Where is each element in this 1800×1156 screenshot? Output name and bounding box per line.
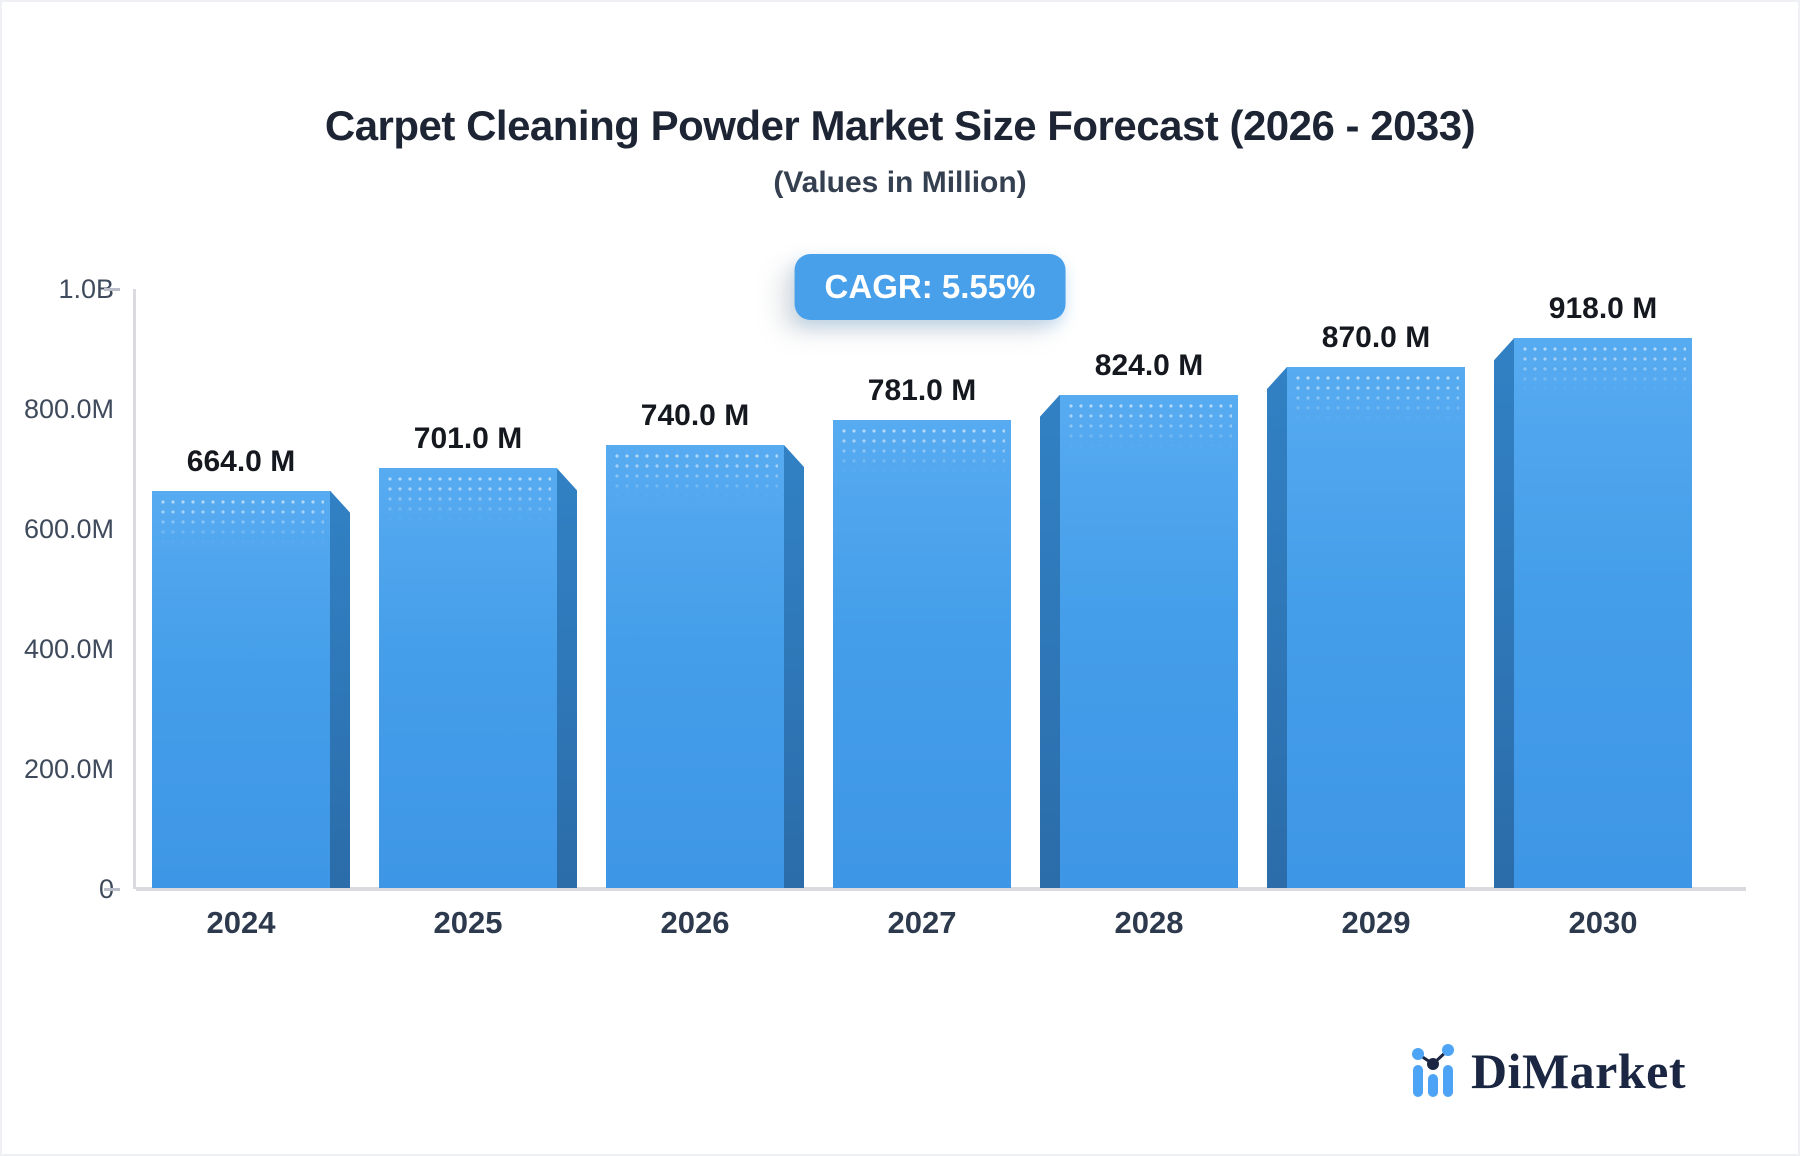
y-tick-label: 600.0M [23,514,114,544]
bar-2026[interactable] [606,445,784,888]
x-tick-label: 2024 [206,905,276,940]
bar-2028[interactable] [1060,394,1238,888]
brand-logo: DiMarket [1411,1042,1686,1100]
x-tick-label: 2029 [1341,905,1411,940]
bar-side-face [557,468,577,888]
chart-title: Carpet Cleaning Powder Market Size Forec… [324,102,1476,149]
cagr-badge: CAGR: 5.55% [794,254,1066,320]
bar-value-label: 781.0 M [867,374,977,408]
y-tick-label: 200.0M [23,754,114,784]
bar-side-face [784,445,804,888]
bar-2025[interactable] [379,468,557,888]
bar-value-label: 918.0 M [1548,292,1658,326]
y-tick-mark [104,888,120,891]
bar-2027[interactable] [833,420,1011,888]
x-axis-baseline [136,887,1746,891]
bar-value-label: 824.0 M [1094,348,1204,382]
logo-chart-icon [1411,1044,1454,1097]
x-tick-label: 2026 [660,905,730,940]
bar-2024[interactable] [152,490,330,888]
bar-value-label: 664.0 M [186,444,296,478]
y-tick-label: 1.0B [58,274,114,304]
y-tick-label: 800.0M [23,394,114,424]
bar-side-face [330,490,350,888]
y-tick-label: 0 [10,873,114,905]
bar-side-face [1040,394,1060,888]
bar-side-face [1267,367,1287,888]
bar-side-face [1494,338,1514,888]
brand-name: DiMarket [1470,1043,1686,1099]
bar-value-label: 870.0 M [1321,321,1431,354]
x-tick-label: 2030 [1568,905,1638,940]
bar-2029[interactable] [1287,367,1465,888]
bar-value-label: 740.0 M [640,399,750,432]
chart-subtitle: (Values in Million) [773,166,1027,199]
y-tick-label: 400.0M [23,634,114,664]
x-tick-label: 2027 [887,905,957,940]
x-tick-label: 2025 [433,905,503,940]
y-tick-mark [104,288,120,291]
y-axis-line [133,289,136,889]
bar-2030[interactable] [1514,338,1692,888]
bar-value-label: 701.0 M [413,422,523,456]
x-tick-label: 2028 [1114,905,1184,940]
